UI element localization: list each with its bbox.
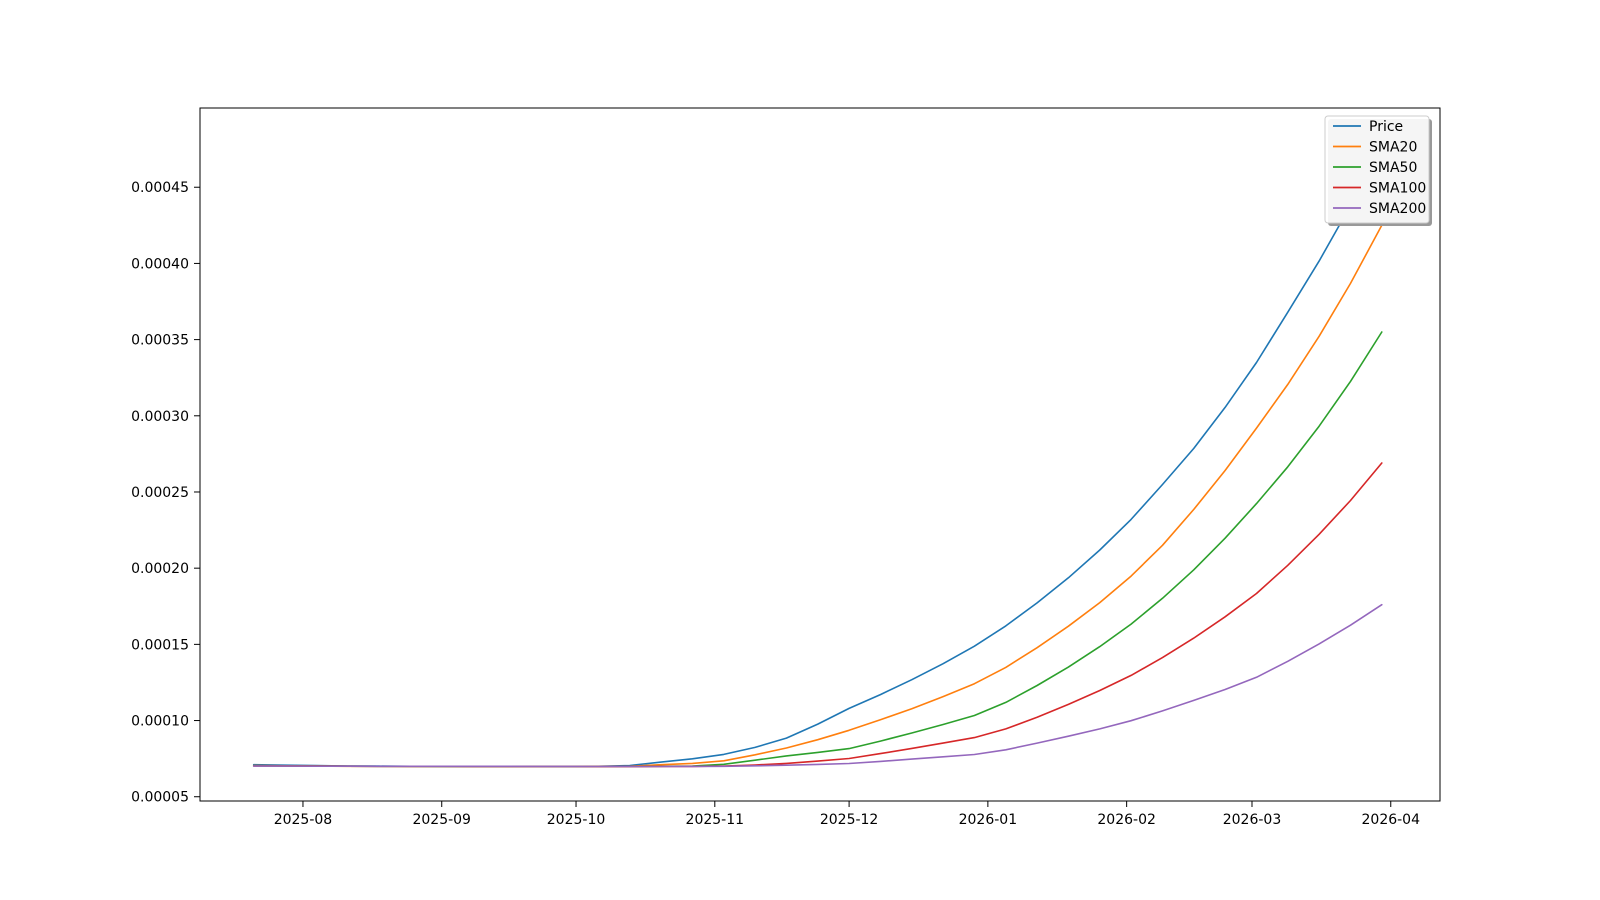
legend-label-sma200: SMA200 [1369, 201, 1426, 217]
legend-label-sma20: SMA20 [1369, 140, 1417, 156]
y-tick-label: 0.00025 [131, 485, 189, 501]
x-tick-label: 2025-10 [547, 812, 606, 828]
legend-label-price: Price [1369, 119, 1403, 135]
x-tick-label: 2026-01 [959, 812, 1018, 828]
y-tick-label: 0.00045 [131, 180, 189, 196]
y-tick-label: 0.00010 [131, 714, 189, 730]
x-tick-label: 2025-11 [686, 812, 745, 828]
y-tick-label: 0.00005 [131, 790, 189, 806]
y-tick-label: 0.00015 [131, 637, 189, 653]
y-tick-label: 0.00035 [131, 333, 189, 349]
x-tick-label: 2025-12 [820, 812, 879, 828]
x-tick-label: 2026-03 [1223, 812, 1282, 828]
legend-label-sma100: SMA100 [1369, 181, 1426, 197]
legend-label-sma50: SMA50 [1369, 160, 1417, 176]
plot-spines [199, 107, 1441, 802]
x-tick-label: 2025-09 [412, 812, 471, 828]
x-tick-label: 2025-08 [274, 812, 333, 828]
y-tick-label: 0.00040 [131, 256, 189, 272]
y-tick-label: 0.00020 [131, 561, 189, 577]
series-line-sma200 [252, 603, 1383, 768]
x-tick-label: 2026-02 [1097, 812, 1156, 828]
legend-box [1324, 115, 1430, 224]
x-tick-label: 2026-04 [1362, 812, 1421, 828]
plot-area [200, 108, 1440, 801]
y-tick-label: 0.00030 [131, 409, 189, 425]
